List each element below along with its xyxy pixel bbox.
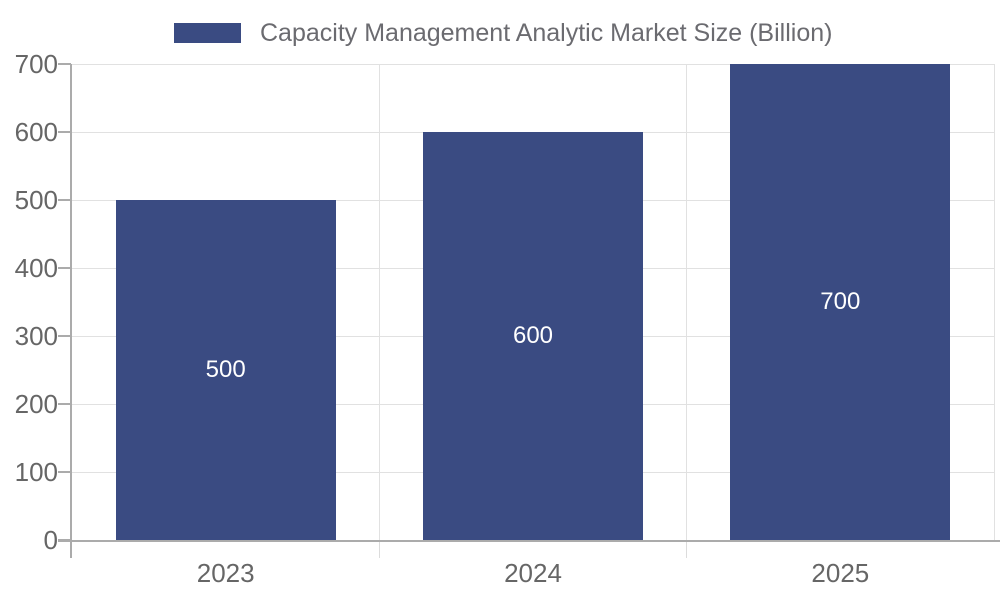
legend-swatch-icon bbox=[174, 23, 241, 43]
x-tick-label: 2024 bbox=[504, 558, 562, 588]
y-axis-tick bbox=[58, 471, 71, 473]
y-axis-tick bbox=[58, 267, 71, 269]
x-gridline bbox=[378, 64, 380, 540]
y-axis-tick bbox=[58, 403, 71, 405]
bar-value-label: 600 bbox=[512, 322, 554, 349]
x-gridline bbox=[686, 64, 688, 540]
y-tick-label: 600 bbox=[14, 117, 58, 147]
y-axis-tick bbox=[58, 199, 71, 201]
bar-value-label: 700 bbox=[820, 288, 861, 315]
x-tick-label: 2023 bbox=[196, 558, 255, 588]
y-tick-label: 700 bbox=[14, 49, 58, 79]
chart-title: Capacity Management Analytic Market Size… bbox=[260, 19, 833, 47]
x-axis-tick bbox=[378, 542, 380, 558]
plot-area: 0 100 200 300 400 500 600 700 500 600 700 2023 2024 2… bbox=[15, 51, 1000, 586]
chart-legend: Capacity Management Analytic Market Size… bbox=[174, 18, 832, 48]
y-tick-label: 400 bbox=[14, 253, 58, 283]
x-gridline bbox=[993, 64, 995, 540]
bar: 600 bbox=[423, 132, 643, 540]
bar: 500 bbox=[115, 200, 336, 540]
bar-value-label: 500 bbox=[205, 356, 246, 383]
y-axis-tick bbox=[58, 131, 71, 133]
y-axis-line bbox=[70, 64, 72, 558]
y-axis-tick bbox=[58, 63, 71, 65]
x-axis-tick bbox=[686, 542, 688, 558]
y-tick-label: 100 bbox=[14, 457, 58, 487]
y-gridline bbox=[72, 63, 994, 65]
y-tick-label: 300 bbox=[14, 321, 58, 351]
y-tick-label: 0 bbox=[43, 525, 58, 555]
x-axis-line bbox=[58, 540, 1000, 542]
x-tick-label: 2025 bbox=[811, 558, 870, 588]
y-axis-tick bbox=[58, 335, 71, 337]
bar: 700 bbox=[730, 64, 951, 540]
y-tick-label: 500 bbox=[14, 185, 58, 215]
y-tick-label: 200 bbox=[14, 389, 58, 419]
